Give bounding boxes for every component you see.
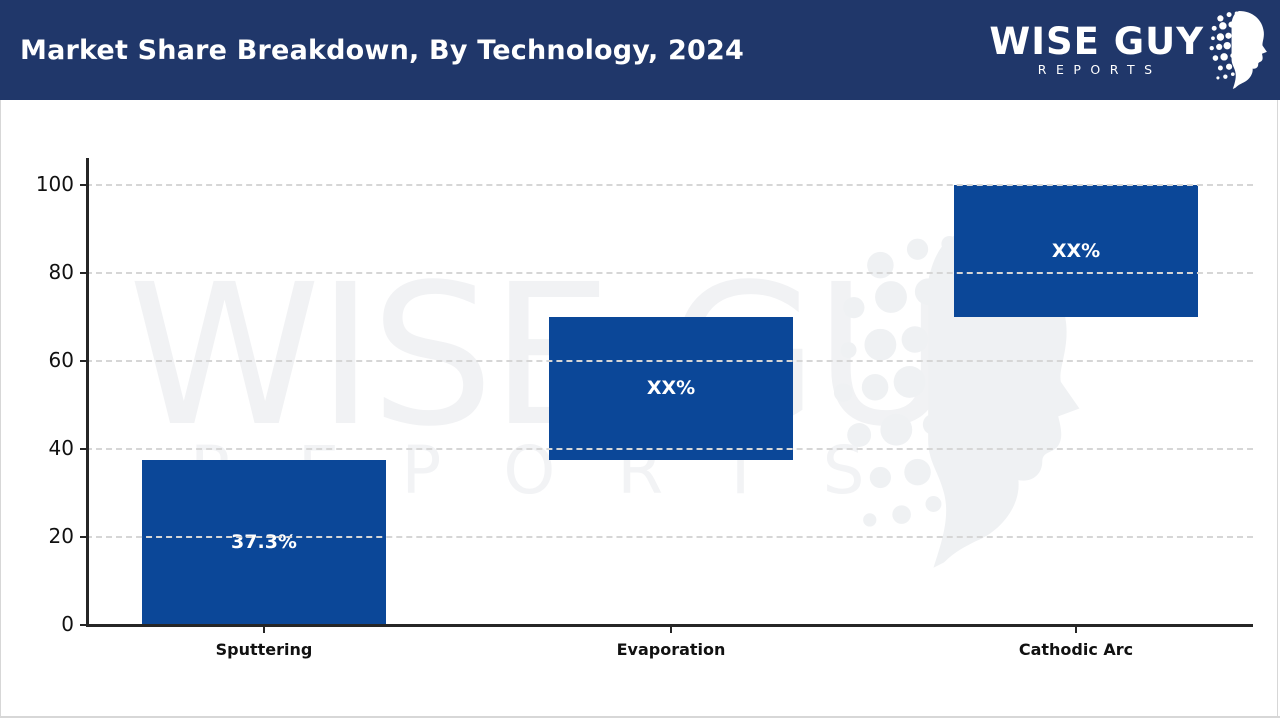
- bar-value-label: XX%: [646, 377, 696, 400]
- gridline-80: [86, 271, 1253, 274]
- y-tickmark: [80, 183, 86, 186]
- y-axis-tick-label: 40: [48, 435, 74, 460]
- bar-evaporation: XX%: [549, 316, 793, 461]
- logo-subtitle: REPORTS: [1037, 62, 1162, 78]
- y-tickmark: [80, 447, 86, 450]
- y-tickmark: [80, 623, 86, 626]
- logo-wordmark: WISE GUY: [989, 20, 1204, 64]
- y-tickmark: [80, 535, 86, 538]
- card-border-left: [0, 100, 1, 717]
- gridline-60: [86, 359, 1253, 362]
- y-tickmark: [80, 359, 86, 362]
- x-axis-category-label: Cathodic Arc: [1018, 640, 1134, 659]
- y-axis-tick-label: 80: [48, 259, 74, 284]
- x-tickmark: [1075, 626, 1077, 633]
- y-axis-tick-label: 60: [48, 347, 74, 372]
- x-axis-category-label: Sputtering: [215, 640, 313, 659]
- y-tickmark: [80, 271, 86, 274]
- bar-cathodic-arc: XX%: [954, 184, 1198, 317]
- bar-value-label: XX%: [1051, 239, 1101, 262]
- wiseguy-face-logo-icon: [1209, 10, 1267, 90]
- y-axis-tick-label: 100: [35, 171, 74, 196]
- page-title: Market Share Breakdown, By Technology, 2…: [20, 34, 745, 66]
- wiseguy-logo-text: WISE GUY REPORTS: [989, 23, 1204, 77]
- card-border-bottom: [0, 716, 1280, 718]
- x-tickmark: [263, 626, 265, 633]
- x-axis-category-label: Evaporation: [616, 640, 726, 659]
- bar-sputtering: 37.3%: [142, 460, 386, 625]
- header: Market Share Breakdown, By Technology, 2…: [0, 0, 1280, 100]
- gridline-40: [86, 447, 1253, 450]
- y-axis-tick-label: 0: [61, 611, 74, 636]
- card-border-right: [1277, 100, 1278, 717]
- wiseguy-face-watermark-icon: [833, 233, 1080, 568]
- y-axis-tick-label: 20: [48, 523, 74, 548]
- x-axis-line: [86, 623, 1253, 627]
- y-axis-line: [86, 158, 89, 627]
- x-tickmark: [670, 626, 672, 633]
- gridline-20: [86, 535, 1253, 538]
- wiseguy-logo: WISE GUY REPORTS: [989, 9, 1270, 91]
- gridline-100: [86, 183, 1253, 186]
